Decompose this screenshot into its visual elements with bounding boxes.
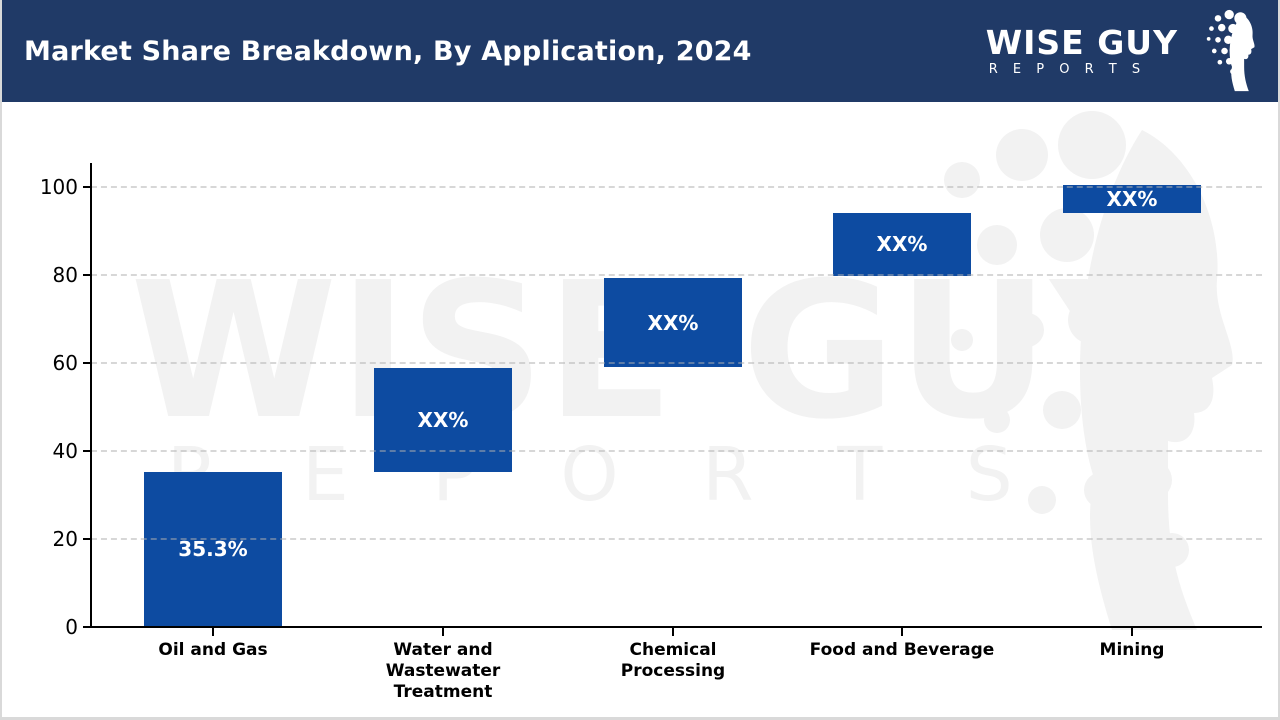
x-tick-mark-food-and-beverage <box>901 628 903 636</box>
bar-value-label: XX% <box>417 407 469 432</box>
logo-subtitle: R E P O R T S <box>988 61 1146 77</box>
x-tick-mark-chemical-processing <box>672 628 674 636</box>
gridline-60 <box>91 362 1262 364</box>
y-tick-mark-20 <box>83 538 91 540</box>
y-tick-label-60: 60 <box>52 351 78 375</box>
bar-water-and-wastewater-treatment: XX% <box>374 368 512 472</box>
x-category-label-water-and-wastewater-treatment: Water and Wastewater Treatment <box>385 640 501 702</box>
y-axis-line <box>90 163 92 627</box>
bar-chemical-processing: XX% <box>604 277 742 368</box>
x-tick-mark-water-and-wastewater-treatment <box>442 628 444 636</box>
bar-value-label: XX% <box>1106 187 1158 212</box>
logo-head-icon <box>1206 9 1255 92</box>
y-tick-mark-60 <box>83 362 91 364</box>
y-tick-label-80: 80 <box>52 263 78 287</box>
y-tick-mark-0 <box>83 626 91 628</box>
watermark-head-graphic <box>920 111 1233 630</box>
x-category-label-mining: Mining <box>1099 640 1165 660</box>
page-title: Market Share Breakdown, By Application, … <box>24 35 752 67</box>
x-axis-line <box>90 626 1262 628</box>
x-category-label-food-and-beverage: Food and Beverage <box>809 640 995 660</box>
logo-text: WISE GUY R E P O R T S <box>986 26 1178 77</box>
bar-mining: XX% <box>1063 185 1201 213</box>
gridline-40 <box>91 450 1262 452</box>
y-tick-label-100: 100 <box>39 175 78 199</box>
bar-value-label: XX% <box>647 310 699 335</box>
bar-oil-and-gas: 35.3% <box>144 471 282 627</box>
wise-guy-logo: WISE GUY R E P O R T S <box>986 9 1256 93</box>
y-tick-label-0: 0 <box>65 615 78 639</box>
header: Market Share Breakdown, By Application, … <box>2 0 1278 102</box>
y-tick-mark-40 <box>83 450 91 452</box>
y-tick-label-20: 20 <box>52 527 78 551</box>
bar-value-label: XX% <box>876 232 928 257</box>
bar-value-label: 35.3% <box>178 537 248 562</box>
gridline-100 <box>91 186 1262 188</box>
x-category-label-oil-and-gas: Oil and Gas <box>158 640 268 660</box>
x-tick-mark-mining <box>1131 628 1133 636</box>
x-category-label-chemical-processing: Chemical Processing <box>620 640 726 681</box>
y-tick-mark-80 <box>83 274 91 276</box>
y-tick-label-40: 40 <box>52 439 78 463</box>
logo-wordmark: WISE GUY <box>985 22 1178 62</box>
y-tick-mark-100 <box>83 186 91 188</box>
gridline-80 <box>91 274 1262 276</box>
bar-food-and-beverage: XX% <box>833 212 971 276</box>
x-tick-mark-oil-and-gas <box>212 628 214 636</box>
gridline-20 <box>91 538 1262 540</box>
